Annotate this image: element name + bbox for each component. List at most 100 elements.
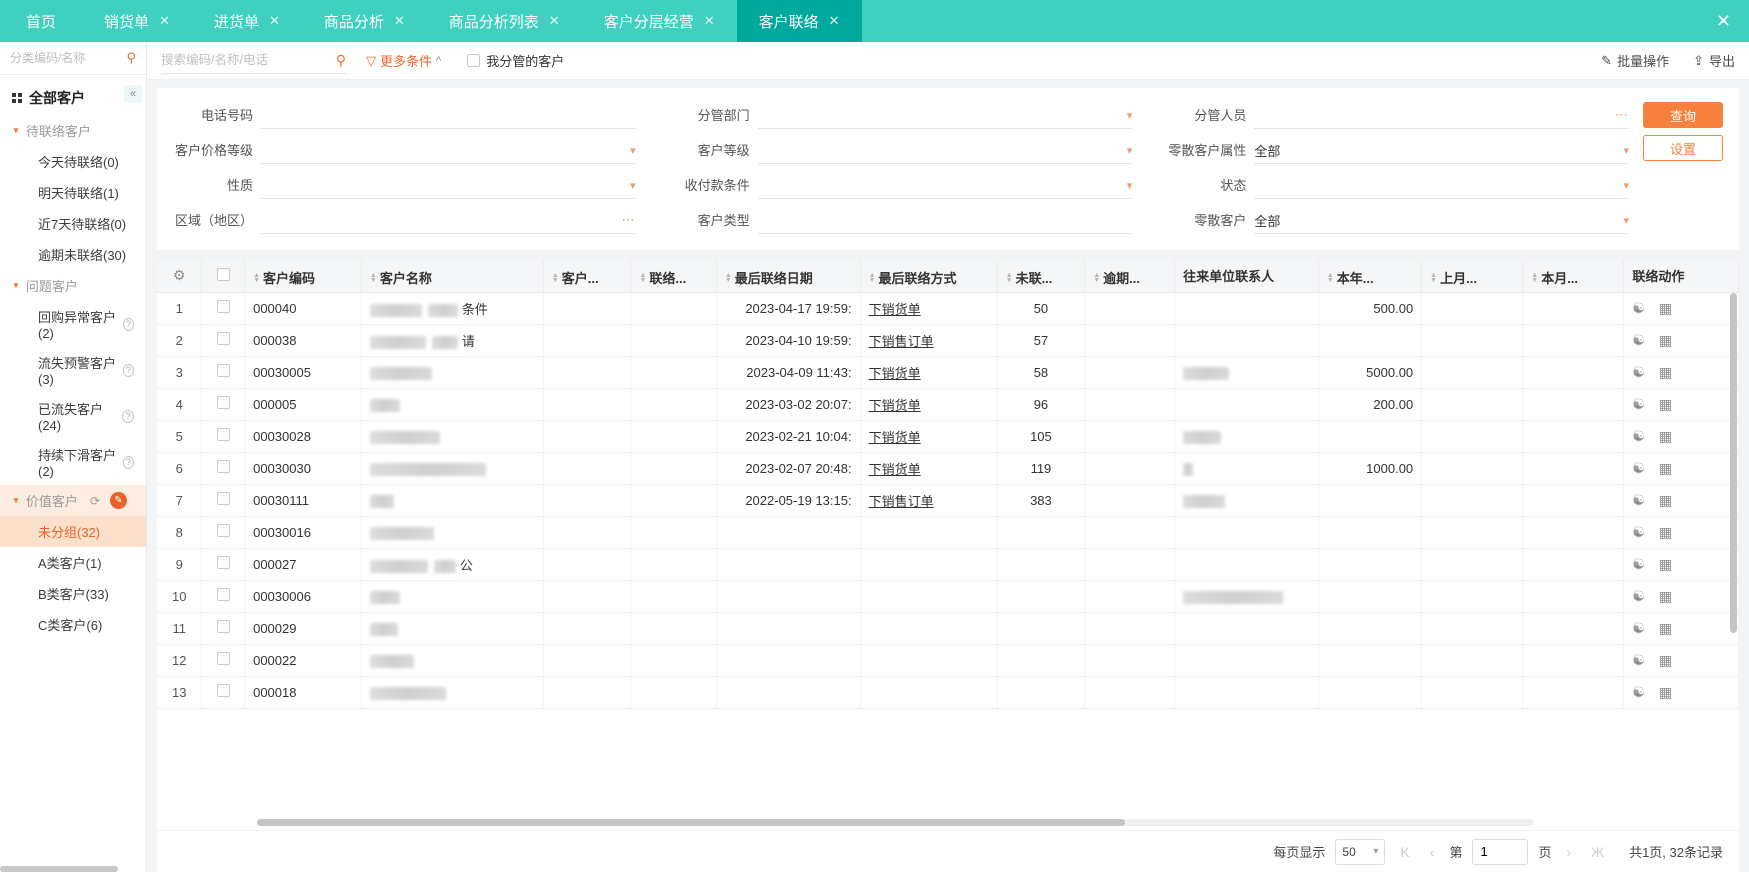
table-header-nocontact[interactable]: ▲ ▼ 未联... <box>997 260 1086 293</box>
row-checkbox[interactable] <box>216 620 230 633</box>
chevron-down-icon[interactable]: ▾ <box>1623 179 1629 192</box>
wechat-icon[interactable]: ☯ <box>1632 683 1645 700</box>
field-control[interactable]: ▾ <box>757 102 1133 129</box>
cell-lastway[interactable]: 下销货单 <box>860 420 998 453</box>
row-checkbox[interactable] <box>216 524 230 537</box>
contact-method-link[interactable]: 下销货单 <box>868 301 921 317</box>
cell-lastway[interactable]: 下销售订单 <box>860 324 998 357</box>
cell-lastway[interactable] <box>860 580 998 613</box>
sidebar-item-7day-pending[interactable]: 近7天待联络(0) <box>0 208 146 239</box>
wechat-icon[interactable]: ☯ <box>1632 523 1645 540</box>
table-header-lastmonth[interactable]: ▲ ▼ 上月... <box>1421 260 1524 293</box>
close-all-tabs-icon[interactable]: ✕ <box>1715 10 1731 31</box>
field-control[interactable] <box>757 207 1133 234</box>
table-row[interactable]: 13 000018 ☯ ▦ <box>157 676 1739 709</box>
qrcode-icon[interactable]: ▦ <box>1658 459 1673 476</box>
qrcode-icon[interactable]: ▦ <box>1658 651 1673 668</box>
cell-lastway[interactable] <box>860 644 998 677</box>
sidebar-item-today-pending[interactable]: 今天待联络(0) <box>0 146 146 177</box>
sidebar-item-class-b[interactable]: B类客户(33) <box>0 578 146 609</box>
sidebar-item-churned[interactable]: 已流失客户(24) ? <box>0 393 146 439</box>
row-checkbox[interactable] <box>216 652 230 665</box>
cell-lastway[interactable]: 下销货单 <box>860 452 998 485</box>
sidebar-item-ungrouped[interactable]: 未分组(32) <box>0 516 146 547</box>
refresh-icon[interactable]: ⟳ <box>89 493 100 508</box>
help-icon[interactable]: ? <box>122 409 134 423</box>
sidebar-collapse-icon[interactable]: « <box>124 85 142 103</box>
cell-chk[interactable] <box>201 644 246 677</box>
export-button[interactable]: ⇪ 导出 <box>1693 51 1735 70</box>
row-checkbox[interactable] <box>216 428 230 441</box>
tab-close-icon[interactable]: ✕ <box>548 13 560 28</box>
cell-chk[interactable] <box>201 324 246 357</box>
tab-home[interactable]: 首页 <box>0 0 82 42</box>
select-all-checkbox[interactable] <box>216 267 230 281</box>
contact-method-link[interactable]: 下销售订单 <box>868 493 934 509</box>
sort-icon[interactable]: ▲ ▼ <box>1531 271 1539 284</box>
cell-chk[interactable] <box>201 420 246 453</box>
row-checkbox[interactable] <box>216 460 230 473</box>
wechat-icon[interactable]: ☯ <box>1632 331 1645 348</box>
row-checkbox[interactable] <box>216 364 230 377</box>
edit-icon[interactable]: ✎ <box>110 492 127 509</box>
wechat-icon[interactable]: ☯ <box>1632 427 1645 444</box>
qrcode-icon[interactable]: ▦ <box>1658 555 1673 572</box>
wechat-icon[interactable]: ☯ <box>1632 459 1645 476</box>
row-checkbox[interactable] <box>216 588 230 601</box>
qrcode-icon[interactable]: ▦ <box>1658 587 1673 604</box>
cell-chk[interactable] <box>201 676 246 709</box>
table-row[interactable]: 5 00030028 2023-02-21 10:04: 下销货单 105 ☯ ▦ <box>157 420 1739 453</box>
tab-close-icon[interactable]: ✕ <box>268 13 280 28</box>
table-row[interactable]: 1 000040 条件 2023-04-17 19:59: 下销货单 50 500.00 ☯ ▦ <box>157 292 1739 325</box>
field-control[interactable]: ▾ <box>757 172 1133 199</box>
qrcode-icon[interactable]: ▦ <box>1658 619 1673 636</box>
sort-icon[interactable]: ▲ ▼ <box>724 271 732 284</box>
row-checkbox[interactable] <box>216 396 230 409</box>
cell-lastway[interactable]: 下销货单 <box>860 292 998 325</box>
help-icon[interactable]: ? <box>122 455 134 469</box>
cell-chk[interactable] <box>201 292 246 325</box>
row-checkbox[interactable] <box>216 332 230 345</box>
batch-operations-button[interactable]: ✎ 批量操作 <box>1601 51 1669 70</box>
chevron-down-icon[interactable]: ▾ <box>630 179 636 192</box>
wechat-icon[interactable]: ☯ <box>1632 299 1645 316</box>
help-icon[interactable]: ? <box>122 363 134 377</box>
cell-lastway[interactable] <box>860 676 998 709</box>
sidebar-item-repurchase-abnormal[interactable]: 回购异常客户(2) ? <box>0 301 146 347</box>
contact-method-link[interactable]: 下销售订单 <box>868 333 934 349</box>
field-control[interactable]: ⋯ <box>261 207 636 234</box>
chevron-down-icon[interactable]: ▾ <box>1126 144 1133 157</box>
search-icon[interactable]: ⚲ <box>335 51 346 68</box>
help-icon[interactable]: ? <box>122 317 134 331</box>
table-row[interactable]: 8 00030016 ☯ ▦ <box>157 516 1739 549</box>
sidebar-item-overdue-pending[interactable]: 逾期未联络(30) <box>0 239 146 270</box>
cell-chk[interactable] <box>201 580 246 613</box>
query-button[interactable]: 查询 <box>1643 102 1723 128</box>
cell-actions[interactable]: ☯ ▦ <box>1623 676 1739 709</box>
sidebar-group-problem-customers[interactable]: ▼ 问题客户 <box>0 270 146 301</box>
field-control[interactable] <box>261 102 636 129</box>
sidebar-item-churn-warning[interactable]: 流失预警客户(3) ? <box>0 347 146 393</box>
field-control[interactable]: ⋯ <box>1254 102 1629 129</box>
wechat-icon[interactable]: ☯ <box>1632 619 1645 636</box>
qrcode-icon[interactable]: ▦ <box>1658 395 1673 412</box>
tab-close-icon[interactable]: ✕ <box>703 13 715 28</box>
sidebar-search-input[interactable] <box>10 51 123 65</box>
qrcode-icon[interactable]: ▦ <box>1658 331 1673 348</box>
cell-chk[interactable] <box>201 356 246 389</box>
contact-method-link[interactable]: 下销货单 <box>868 461 921 477</box>
row-checkbox[interactable] <box>216 300 230 313</box>
sidebar-item-class-c[interactable]: C类客户(6) <box>0 609 146 640</box>
sidebar-item-declining[interactable]: 持续下滑客户(2) ? <box>0 439 146 485</box>
cell-lastway[interactable] <box>860 548 998 581</box>
chevron-down-icon[interactable]: ▾ <box>1126 109 1133 122</box>
cell-actions[interactable]: ☯ ▦ <box>1623 612 1739 645</box>
cell-lastway[interactable] <box>860 612 998 645</box>
contact-method-link[interactable]: 下销货单 <box>868 365 921 381</box>
more-options-icon[interactable]: ⋯ <box>621 212 636 227</box>
sidebar-item-class-a[interactable]: A类客户(1) <box>0 547 146 578</box>
scrollbar-thumb[interactable] <box>257 819 1126 826</box>
cell-actions[interactable]: ☯ ▦ <box>1623 388 1739 421</box>
table-header-lastdate[interactable]: ▲ ▼ 最后联络日期 <box>716 260 861 293</box>
search-box[interactable]: ⚲ <box>161 48 346 74</box>
